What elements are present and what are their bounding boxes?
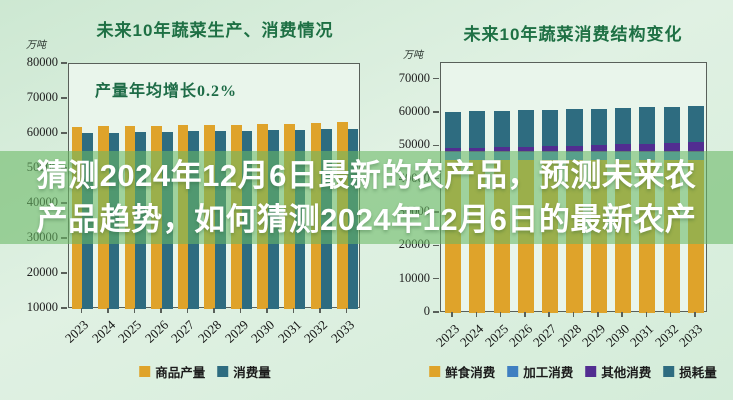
- left-y-axis-unit-label: 万吨: [26, 40, 46, 51]
- bar-segment-损耗量: [445, 111, 462, 148]
- growth-annotation: 产量年均增长0.2%: [95, 83, 238, 100]
- x-tick-mark: [133, 308, 136, 313]
- y-tick-mark: [61, 272, 67, 274]
- y-tick-label: 10000: [26, 300, 58, 314]
- headline-line-1: 猜测2024年12月6日最新的农产品，预测未来农: [36, 157, 697, 193]
- bar-segment-损耗量: [566, 109, 583, 146]
- y-tick-mark: [433, 244, 439, 247]
- x-tick-mark: [451, 312, 453, 317]
- x-tick-mark: [292, 308, 295, 313]
- x-tick-mark: [186, 308, 189, 313]
- bar-segment-其他消费: [639, 143, 656, 152]
- bar-segment-其他消费: [687, 142, 704, 152]
- legend-item: 商品产量: [139, 362, 205, 381]
- y-tick-label: 0: [423, 304, 430, 318]
- legend-item: 损耗量: [663, 362, 717, 381]
- x-tick-mark: [475, 312, 478, 317]
- legend-label: 消费量: [233, 366, 271, 380]
- legend-label: 其他消费: [601, 366, 652, 380]
- x-tick-mark: [213, 308, 215, 313]
- legend-swatch: [217, 366, 229, 377]
- y-tick-label: 70000: [26, 90, 58, 104]
- bar-segment-其他消费: [590, 145, 607, 152]
- right-chart-legend: 鲜食消费 加工消费 其他消费 损耗量: [429, 362, 717, 381]
- bar-segment-其他消费: [566, 145, 583, 152]
- x-tick-mark: [645, 312, 648, 317]
- bar-segment-损耗量: [542, 109, 559, 147]
- y-tick-label: 20000: [26, 265, 58, 279]
- y-tick-label: 70000: [398, 70, 430, 85]
- left-chart-title: 未来10年蔬菜生产、消费情况: [96, 21, 334, 40]
- bar-segment-损耗量: [615, 108, 632, 145]
- bar-segment-损耗量: [517, 110, 534, 147]
- headline-overlay: 猜测2024年12月6日最新的农产品，预测未来农 产品趋势，如何猜测2024年1…: [0, 151, 733, 244]
- x-tick-mark: [597, 312, 599, 317]
- x-tick-mark: [499, 312, 502, 317]
- y-tick-mark: [61, 132, 67, 134]
- x-tick-mark: [266, 308, 268, 313]
- legend-swatch: [429, 366, 441, 377]
- left-chart-legend: 商品产量 消费量: [139, 362, 271, 381]
- y-tick-mark: [61, 97, 67, 99]
- legend-item: 其他消费: [585, 362, 651, 381]
- y-tick-label: 10000: [398, 270, 430, 285]
- y-tick-mark: [61, 62, 67, 64]
- x-tick-mark: [694, 312, 696, 317]
- legend-label: 损耗量: [679, 366, 717, 380]
- bar-segment-其他消费: [517, 146, 534, 152]
- bar-segment-其他消费: [469, 147, 486, 152]
- y-tick-mark: [433, 277, 439, 280]
- y-tick-mark: [433, 77, 439, 80]
- x-tick-mark: [669, 312, 672, 317]
- bar-segment-损耗量: [493, 110, 510, 148]
- y-tick-mark: [433, 311, 439, 313]
- y-tick-mark: [433, 144, 439, 147]
- bar-segment-损耗量: [590, 108, 607, 145]
- y-tick-label: 60000: [398, 104, 430, 118]
- bar-segment-损耗量: [469, 111, 486, 148]
- legend-swatch: [663, 366, 675, 377]
- legend-label: 加工消费: [523, 366, 574, 380]
- bar-segment-其他消费: [663, 143, 680, 152]
- right-chart-title: 未来10年蔬菜消费结构变化: [463, 25, 683, 44]
- bar-segment-其他消费: [615, 144, 632, 152]
- legend-item: 加工消费: [507, 362, 573, 381]
- y-tick-label: 80000: [26, 55, 58, 69]
- x-tick-mark: [345, 308, 348, 313]
- y-tick-mark: [433, 111, 439, 113]
- x-tick-mark: [160, 308, 162, 313]
- bar-segment-损耗量: [687, 106, 704, 143]
- legend-swatch: [139, 366, 151, 377]
- bar-segment-损耗量: [639, 107, 656, 144]
- bar-segment-损耗量: [663, 106, 680, 143]
- right-y-axis-unit-label: 万吨: [403, 50, 423, 61]
- y-tick-mark: [61, 307, 67, 309]
- x-tick-mark: [572, 312, 575, 317]
- x-tick-mark: [621, 312, 623, 317]
- x-tick-mark: [524, 312, 526, 317]
- legend-label: 鲜食消费: [445, 366, 496, 380]
- legend-swatch: [507, 366, 519, 377]
- y-tick-label: 50000: [398, 137, 430, 152]
- legend-swatch: [585, 366, 597, 377]
- legend-label: 商品产量: [155, 366, 206, 380]
- x-tick-mark: [548, 312, 550, 317]
- legend-item: 鲜食消费: [429, 362, 495, 381]
- legend-item: 消费量: [217, 362, 271, 381]
- y-tick-label: 60000: [26, 125, 58, 139]
- bar-segment-其他消费: [542, 146, 559, 152]
- bar-segment-其他消费: [445, 148, 462, 152]
- x-tick-mark: [239, 308, 242, 313]
- x-tick-mark: [107, 308, 109, 313]
- headline-line-2: 产品趋势，如何猜测2024年12月6日的最新农产: [36, 201, 697, 237]
- bar-segment-其他消费: [493, 147, 510, 152]
- x-tick-mark: [80, 308, 83, 313]
- x-tick-mark: [319, 308, 321, 313]
